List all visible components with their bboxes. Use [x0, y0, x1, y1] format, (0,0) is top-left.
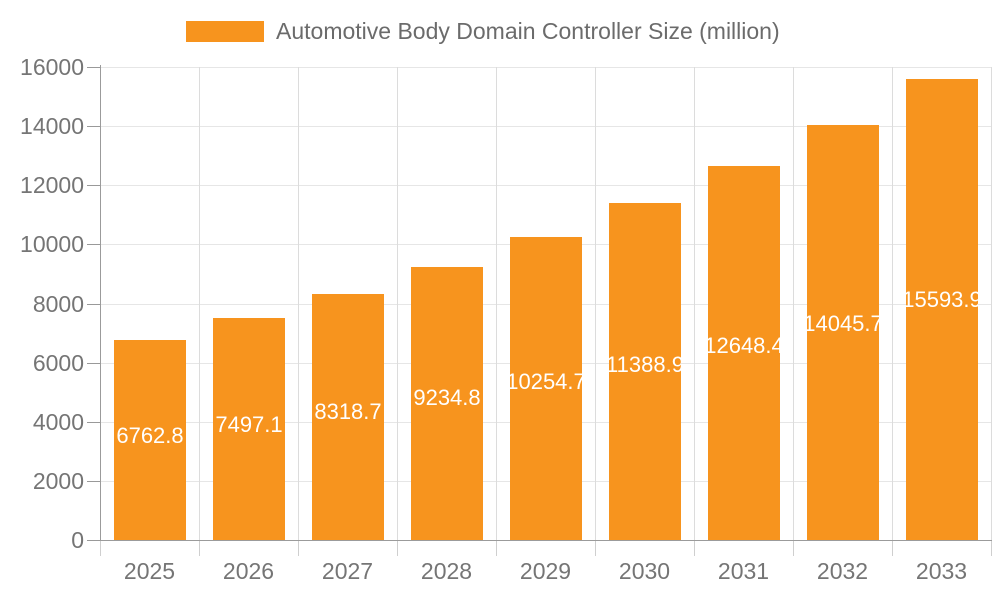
x-axis-tick	[496, 541, 497, 556]
gridline-horizontal	[101, 126, 991, 127]
y-axis-label: 4000	[32, 409, 84, 435]
bar-value-label: 10254.7	[510, 369, 582, 395]
bar[interactable]: 7497.1	[213, 318, 285, 540]
bar[interactable]: 15593.9	[906, 79, 978, 540]
x-axis-label: 2025	[123, 558, 176, 584]
x-axis-line	[100, 540, 992, 541]
gridline-vertical	[298, 67, 299, 540]
bar[interactable]: 6762.8	[114, 340, 186, 540]
y-axis-tick	[87, 363, 100, 364]
bar[interactable]: 8318.7	[312, 294, 384, 540]
bar-value-label: 14045.7	[807, 311, 879, 337]
x-axis-label: 2032	[816, 558, 869, 584]
x-axis-label: 2027	[321, 558, 374, 584]
y-axis-tick	[87, 540, 100, 541]
bar[interactable]: 9234.8	[411, 267, 483, 540]
y-axis-tick	[87, 244, 100, 245]
y-axis-tick	[87, 126, 100, 127]
y-axis-tick	[87, 481, 100, 482]
x-axis-tick	[694, 541, 695, 556]
y-axis-label: 6000	[32, 350, 84, 376]
x-axis-label: 2030	[618, 558, 671, 584]
gridline-vertical	[991, 67, 992, 540]
y-axis-tick	[87, 422, 100, 423]
x-axis-tick	[397, 541, 398, 556]
bar-value-label: 12648.4	[708, 332, 780, 358]
x-axis-tick	[298, 541, 299, 556]
legend-swatch	[186, 21, 264, 42]
x-axis-tick	[991, 541, 992, 556]
x-axis-tick	[892, 541, 893, 556]
y-axis-label: 10000	[20, 231, 84, 257]
bar[interactable]: 12648.4	[708, 166, 780, 540]
x-axis-label: 2033	[915, 558, 968, 584]
bar[interactable]: 11388.9	[609, 203, 681, 540]
bar-value-label: 7497.1	[215, 411, 283, 437]
gridline-horizontal	[101, 185, 991, 186]
bar-value-label: 8318.7	[314, 399, 382, 425]
y-axis-label: 12000	[20, 172, 84, 198]
y-axis-label: 16000	[20, 54, 84, 80]
y-axis-label: 8000	[32, 291, 84, 317]
gridline-horizontal	[101, 67, 991, 68]
gridline-vertical	[793, 67, 794, 540]
legend-label: Automotive Body Domain Controller Size (…	[276, 18, 780, 44]
bar-value-label: 6762.8	[116, 423, 184, 448]
y-axis-tick	[87, 67, 100, 68]
x-axis-label: 2026	[222, 558, 275, 584]
gridline-vertical	[892, 67, 893, 540]
bar-value-label: 15593.9	[906, 287, 978, 313]
gridline-vertical	[397, 67, 398, 540]
y-axis-tick	[87, 304, 100, 305]
gridline-vertical	[496, 67, 497, 540]
y-axis-line	[100, 65, 101, 541]
x-axis-tick	[199, 541, 200, 556]
x-axis-tick	[100, 541, 101, 556]
gridline-vertical	[595, 67, 596, 540]
x-axis-label: 2028	[420, 558, 473, 584]
bar-value-label: 11388.9	[609, 351, 681, 377]
gridline-vertical	[694, 67, 695, 540]
y-axis-label: 14000	[20, 113, 84, 139]
bar[interactable]: 10254.7	[510, 237, 582, 540]
x-axis-label: 2029	[519, 558, 572, 584]
bar[interactable]: 14045.7	[807, 125, 879, 540]
y-axis-label: 2000	[32, 468, 84, 494]
x-axis-label: 2031	[717, 558, 770, 584]
y-axis-tick	[87, 185, 100, 186]
legend: Automotive Body Domain Controller Size (…	[0, 0, 1000, 52]
y-axis-label: 0	[71, 527, 84, 553]
x-axis-tick	[595, 541, 596, 556]
x-axis-tick	[793, 541, 794, 556]
bar-value-label: 9234.8	[413, 385, 481, 411]
gridline-vertical	[199, 67, 200, 540]
